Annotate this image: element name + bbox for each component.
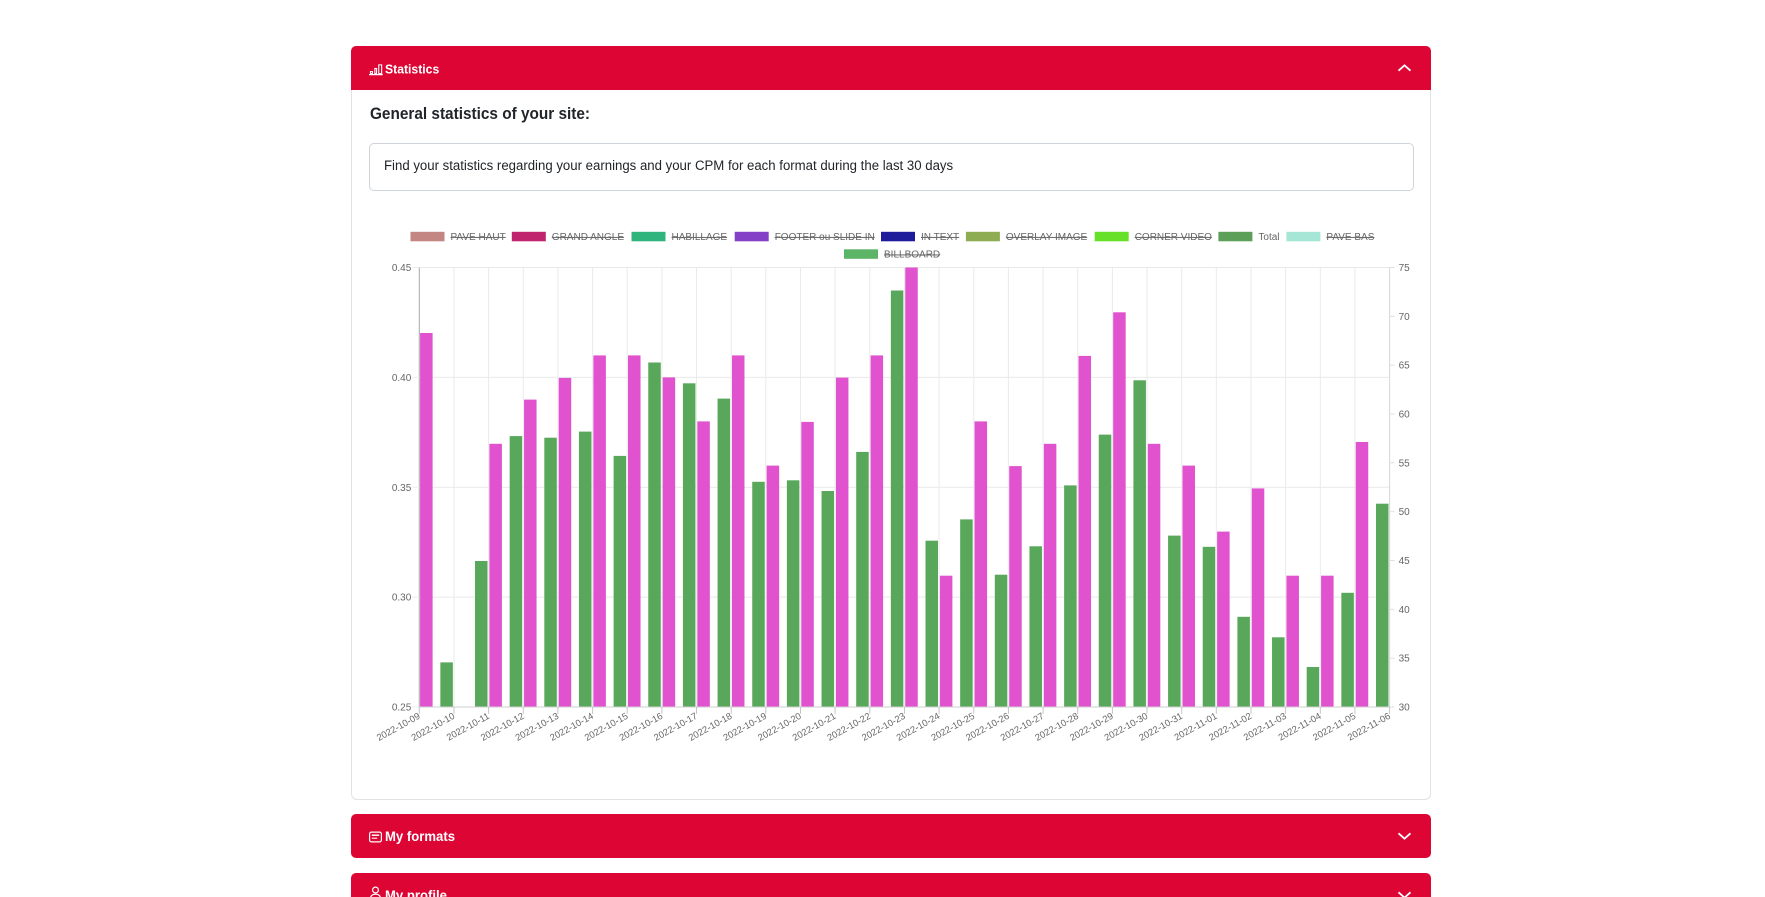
svg-text:HABILLAGE: HABILLAGE: [672, 232, 728, 243]
svg-text:60: 60: [1399, 410, 1411, 421]
svg-text:IN TEXT: IN TEXT: [921, 232, 959, 243]
svg-text:55: 55: [1399, 458, 1411, 469]
svg-text:70: 70: [1399, 312, 1411, 323]
svg-text:0.45: 0.45: [392, 263, 412, 274]
svg-text:75: 75: [1399, 263, 1411, 274]
svg-text:0.25: 0.25: [392, 703, 412, 714]
svg-text:OVERLAY IMAGE: OVERLAY IMAGE: [1006, 232, 1088, 243]
svg-text:45: 45: [1399, 556, 1411, 567]
svg-text:PAVE HAUT: PAVE HAUT: [451, 232, 506, 243]
svg-text:CORNER VIDEO: CORNER VIDEO: [1135, 232, 1212, 243]
svg-text:35: 35: [1399, 654, 1411, 665]
svg-text:GRAND ANGLE: GRAND ANGLE: [552, 232, 625, 243]
svg-text:50: 50: [1399, 507, 1411, 518]
svg-text:0.35: 0.35: [392, 483, 412, 494]
svg-text:40: 40: [1399, 605, 1411, 616]
svg-text:FOOTER ou SLIDE IN: FOOTER ou SLIDE IN: [775, 232, 875, 243]
svg-text:PAVE BAS: PAVE BAS: [1326, 232, 1374, 243]
svg-text:30: 30: [1399, 703, 1411, 714]
svg-text:0.30: 0.30: [392, 593, 412, 604]
svg-text:BILLBOARD: BILLBOARD: [884, 250, 940, 261]
svg-text:Total: Total: [1258, 232, 1279, 243]
svg-text:0.40: 0.40: [392, 373, 412, 384]
svg-text:65: 65: [1399, 361, 1411, 372]
